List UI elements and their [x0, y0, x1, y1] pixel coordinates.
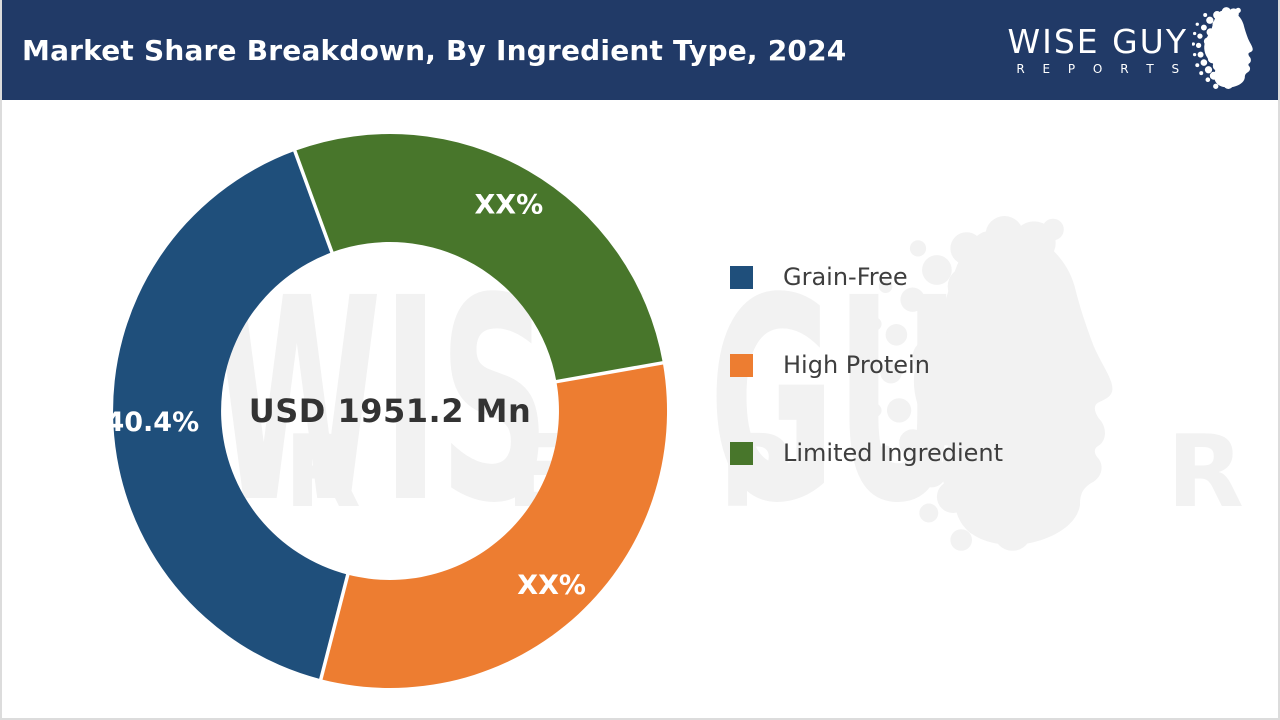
chart-legend: Grain-Free High Protein Limited Ingredient	[730, 265, 1003, 529]
logo-subtitle: R E P O R T S	[1016, 61, 1187, 76]
watermark-reports: R E P O R T S	[284, 413, 1278, 530]
segment-value-label: XX%	[517, 570, 586, 601]
page-title: Market Share Breakdown, By Ingredient Ty…	[22, 33, 847, 67]
legend-label: High Protein	[783, 351, 930, 379]
legend-item: High Protein	[730, 353, 1003, 377]
donut-segment	[320, 362, 668, 688]
donut-segment	[113, 150, 348, 680]
legend-item: Grain-Free	[730, 265, 1003, 289]
donut-center-label: USD 1951.2 Mn	[248, 392, 532, 430]
wise-guy-face-icon	[1191, 7, 1258, 93]
watermark-face-icon	[862, 216, 1134, 567]
legend-swatch	[730, 265, 753, 289]
donut-segment	[294, 134, 663, 382]
legend-swatch	[730, 353, 753, 377]
chart-area: WISE GUY R E P O R T S 40.4%XX%XX% USD 1…	[2, 100, 1278, 718]
header-bar: Market Share Breakdown, By Ingredient Ty…	[2, 0, 1278, 100]
segment-value-label: 40.4%	[105, 407, 199, 438]
segment-divider	[552, 360, 667, 385]
segment-value-label: XX%	[474, 189, 543, 220]
legend-swatch	[730, 441, 753, 465]
segment-divider	[292, 147, 335, 257]
legend-item: Limited Ingredient	[730, 441, 1003, 465]
legend-label: Limited Ingredient	[783, 439, 1004, 467]
segment-divider	[318, 570, 351, 683]
wise-guy-logo: WISE GUY R E P O R T S	[1007, 7, 1258, 93]
legend-label: Grain-Free	[783, 263, 908, 291]
logo-wordmark: WISE GUY	[1007, 21, 1188, 61]
donut-chart: 40.4% XX% XX%	[105, 134, 668, 688]
